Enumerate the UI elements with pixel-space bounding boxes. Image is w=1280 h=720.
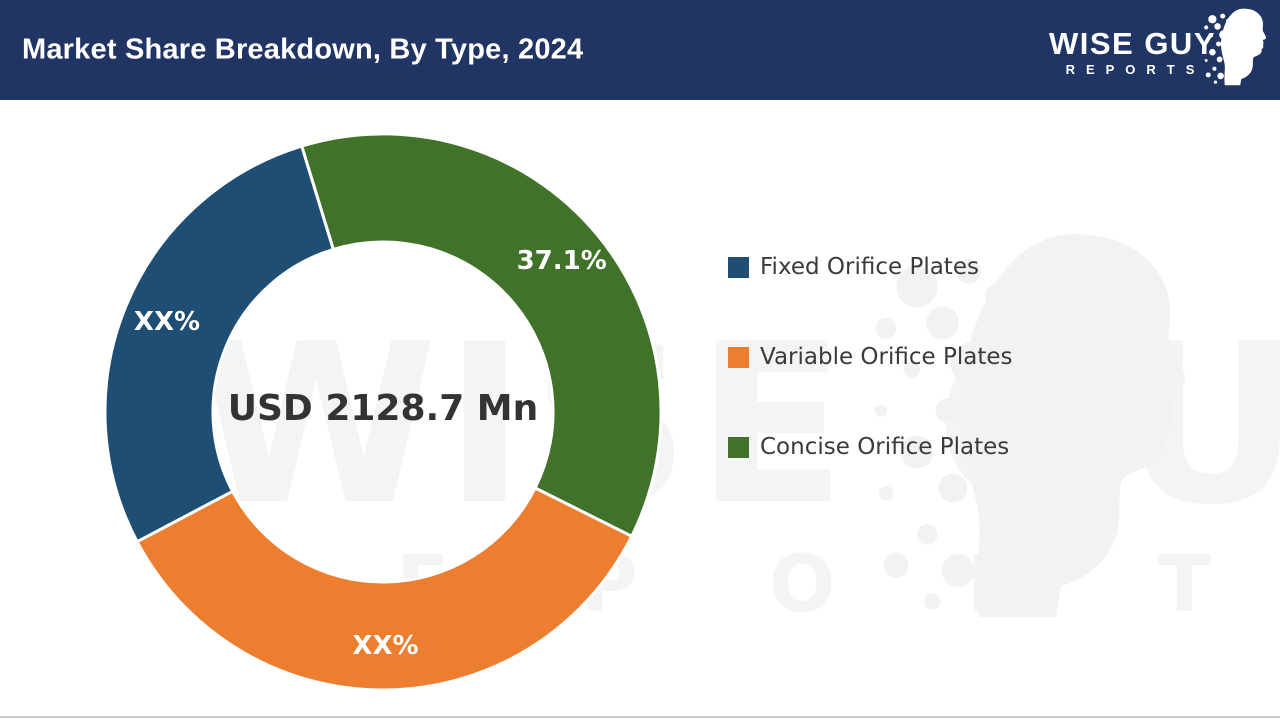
donut-slice-fixed-orifice-plates (103, 144, 335, 544)
legend-label: Fixed Orifice Plates (760, 254, 979, 280)
legend-swatch-blue (728, 256, 749, 278)
donut-svg: 37.1% XX% XX% (103, 132, 663, 692)
slice-percent-label: XX% (352, 631, 418, 661)
legend-label: Concise Orifice Plates (760, 434, 1010, 460)
wise-guy-logo: WISE GUY REPORTS (1049, 6, 1266, 86)
donut-slice-concise-orifice-plates (300, 132, 663, 538)
donut-slice-variable-orifice-plates (135, 486, 634, 692)
chart-legend: Fixed Orifice Plates Variable Orifice Pl… (728, 254, 1013, 526)
chart-canvas: WISE GUY R E P O R T S 37.1%XX%XX% USD 2… (0, 100, 1280, 718)
legend-item-fixed-orifice-plates: Fixed Orifice Plates (728, 254, 1012, 280)
header-bar: Market Share Breakdown, By Type, 2024 WI… (0, 0, 1280, 100)
logo-text: WISE GUY REPORTS (1049, 28, 1216, 78)
page-title: Market Share Breakdown, By Type, 2024 (22, 33, 584, 66)
donut-center-value: USD 2128.7 Mn (227, 388, 539, 429)
logo-subtitle: REPORTS (1065, 62, 1206, 77)
logo-face-icon (1203, 8, 1266, 86)
legend-label: Variable Orifice Plates (760, 344, 1013, 370)
slice-percent-label: 37.1% (517, 246, 607, 276)
legend-item-concise-orifice-plates: Concise Orifice Plates (728, 434, 1012, 460)
donut-chart: 37.1% XX% XX% (100, 129, 666, 695)
legend-swatch-orange (728, 346, 749, 368)
legend-item-variable-orifice-plates: Variable Orifice Plates (728, 344, 1013, 370)
legend-swatch-green (728, 436, 749, 458)
logo-wordmark: WISE GUY (1048, 26, 1216, 61)
slice-percent-label: XX% (134, 307, 200, 337)
